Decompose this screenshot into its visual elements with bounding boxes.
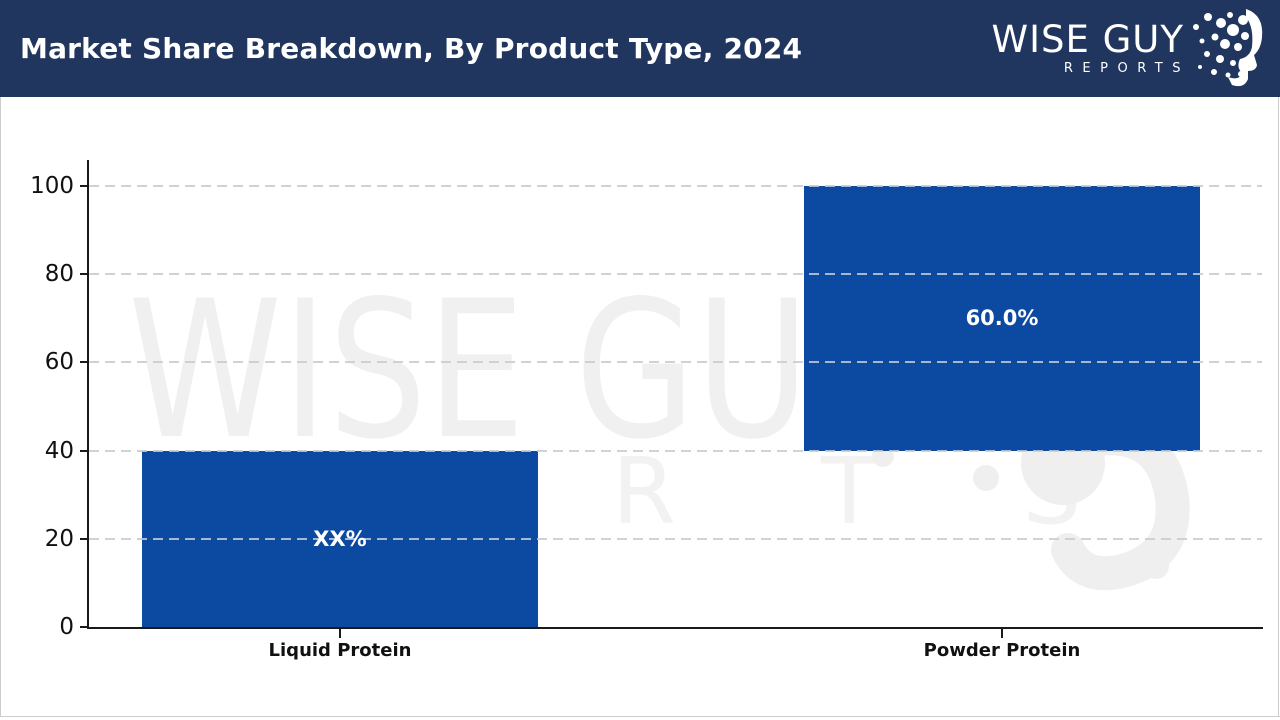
watermark-reports-text: R T S bbox=[612, 438, 1140, 545]
y-tick-100 bbox=[80, 185, 88, 187]
page-title: Market Share Breakdown, By Product Type,… bbox=[20, 32, 803, 65]
bottom-border bbox=[0, 716, 1280, 717]
y-tick-label-60: 60 bbox=[44, 349, 74, 376]
y-tick-label-0: 0 bbox=[59, 614, 74, 640]
y-axis-spine bbox=[87, 160, 89, 629]
y-tick-0 bbox=[80, 626, 88, 628]
y-tick-40 bbox=[80, 449, 88, 452]
x-axis-label-liquid-protein: Liquid Protein bbox=[268, 640, 412, 661]
y-gridline-60 bbox=[89, 361, 1262, 364]
y-tick-label-80: 80 bbox=[44, 261, 74, 288]
y-tick-label-40: 40 bbox=[44, 437, 74, 464]
wise-guy-logo: WISE GUY REPORTS bbox=[992, 7, 1280, 91]
y-gridline-100 bbox=[89, 185, 1262, 187]
y-tick-80 bbox=[80, 273, 88, 276]
logo-wordmark: WISE GUY bbox=[991, 18, 1184, 61]
y-gridline-80 bbox=[89, 273, 1262, 276]
y-gridline-20 bbox=[89, 537, 1262, 540]
watermark-wordmark: WISE GUY bbox=[128, 260, 905, 481]
y-gridline-40 bbox=[89, 449, 1262, 452]
y-tick-60 bbox=[80, 361, 88, 364]
logo-text: WISE GUY REPORTS bbox=[992, 21, 1184, 76]
x-tick-powder-protein bbox=[1001, 629, 1003, 638]
y-tick-label-100: 100 bbox=[30, 173, 74, 199]
bar-powder-protein bbox=[804, 186, 1200, 451]
x-axis-spine bbox=[87, 627, 1263, 629]
left-border bbox=[0, 0, 1, 717]
y-tick-20 bbox=[80, 537, 88, 540]
face-dots-icon bbox=[1193, 8, 1263, 86]
logo-subtitle: REPORTS bbox=[1063, 61, 1190, 76]
bar-value-label-powder-protein: 60.0% bbox=[965, 306, 1039, 331]
bar-value-label-liquid-protein: XX% bbox=[313, 526, 367, 551]
header: Market Share Breakdown, By Product Type,… bbox=[0, 0, 1280, 97]
x-tick-liquid-protein bbox=[339, 629, 341, 638]
y-tick-label-20: 20 bbox=[44, 525, 74, 552]
right-border bbox=[1278, 0, 1279, 717]
x-axis-label-powder-protein: Powder Protein bbox=[923, 640, 1081, 661]
